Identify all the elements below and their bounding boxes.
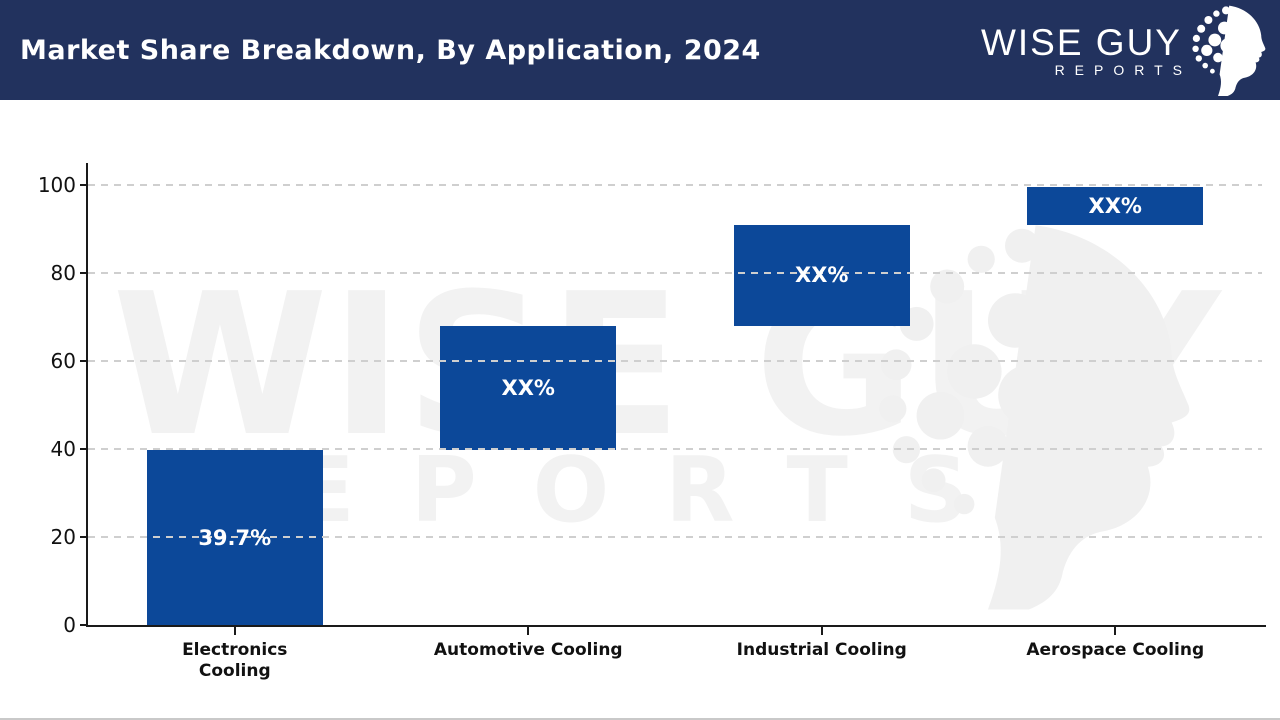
y-tick-label: 0 — [63, 613, 76, 637]
logo-wordmark-line1: WISE GUY — [980, 21, 1182, 63]
wiseguy-logo: WISE GUY REPORTS — [981, 4, 1280, 96]
y-tick-mark — [80, 184, 88, 186]
y-gridline — [88, 184, 1262, 186]
y-tick-label: 20 — [50, 525, 76, 549]
y-tick-label: 40 — [50, 437, 76, 461]
y-tick-mark — [80, 272, 88, 274]
y-tick-mark — [80, 536, 88, 538]
header: Market Share Breakdown, By Application, … — [0, 0, 1280, 100]
x-tick-mark — [527, 627, 530, 635]
y-tick-mark — [80, 624, 88, 626]
x-tick-mark — [233, 627, 236, 635]
logo-wordmark-line2: REPORTS — [1054, 61, 1192, 78]
logo-head-icon — [1192, 5, 1266, 96]
x-axis-line — [86, 625, 1266, 627]
x-tick-label: Electronics Cooling — [182, 640, 288, 681]
x-tick-label: Industrial Cooling — [736, 640, 907, 660]
x-tick-label: Automotive Cooling — [433, 640, 623, 660]
x-tick-mark — [1114, 627, 1117, 635]
y-tick-label: 80 — [50, 261, 76, 285]
y-tick-mark — [80, 448, 88, 450]
page-title: Market Share Breakdown, By Application, … — [20, 34, 761, 66]
y-axis-line — [86, 163, 88, 627]
y-tick-mark — [80, 360, 88, 362]
x-tick-mark — [820, 627, 823, 635]
y-tick-label: 60 — [50, 349, 76, 373]
logo-wordmark: WISE GUY REPORTS — [981, 24, 1182, 77]
x-tick-label: Aerospace Cooling — [1026, 640, 1205, 660]
watermark-head-icon — [879, 225, 1190, 610]
y-tick-label: 100 — [37, 173, 76, 197]
bar-value-label: XX% — [1088, 193, 1142, 218]
